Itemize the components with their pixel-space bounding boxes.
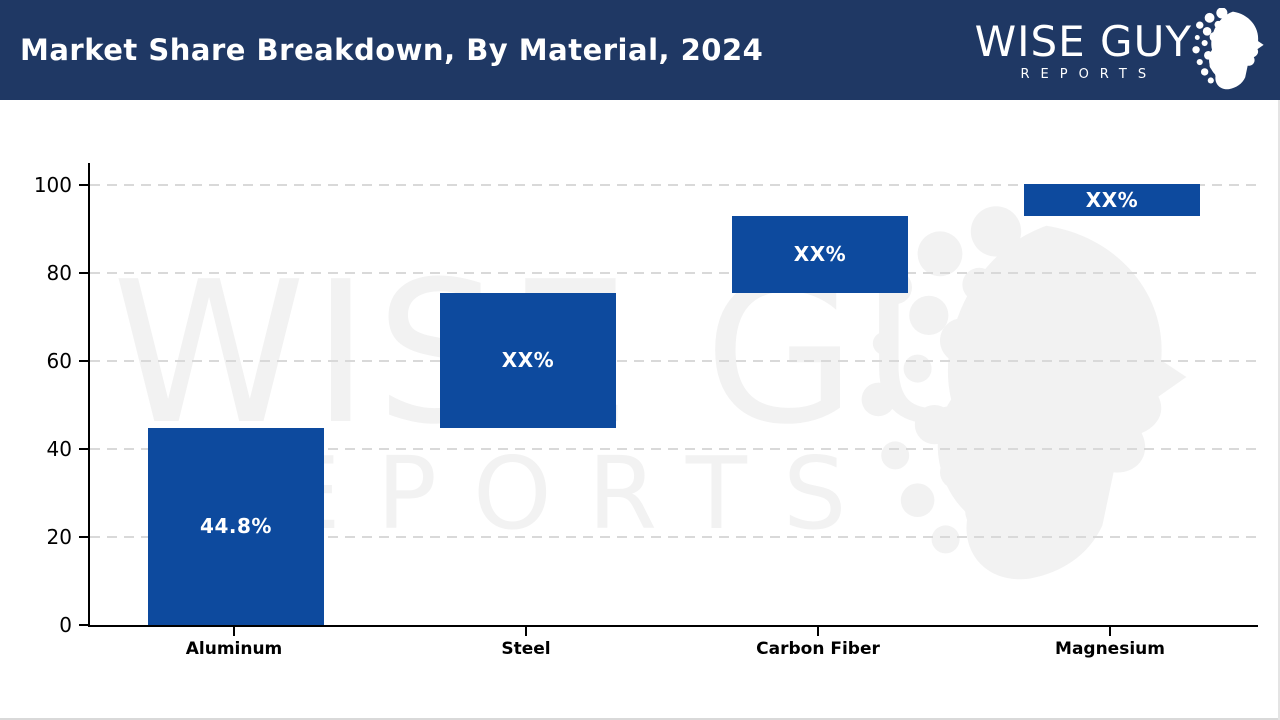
bar-aluminum: 44.8% — [148, 427, 324, 625]
y-tick-mark — [79, 536, 88, 538]
chart-canvas: WISE GUY REPORTS 44.8% XX% XX% XX% 0 20 40 60 8… — [0, 100, 1280, 720]
x-tick-label-carbon-fiber: Carbon Fiber — [756, 639, 880, 659]
y-tick-label: 100 — [33, 173, 72, 197]
gridline-60 — [90, 360, 1258, 362]
bar-value-label: XX% — [1085, 187, 1139, 212]
y-tick-label: 0 — [59, 613, 72, 637]
x-tick-mark — [1109, 627, 1111, 636]
y-tick-label: 60 — [46, 349, 72, 373]
y-tick-label: 40 — [46, 437, 72, 461]
header: Market Share Breakdown, By Material, 202… — [0, 0, 1280, 100]
bar-magnesium: XX% — [1024, 184, 1200, 216]
plot-area: 44.8% XX% XX% XX% — [88, 163, 1258, 627]
y-tick-mark — [79, 624, 88, 626]
x-tick-label-aluminum: Aluminum — [185, 639, 283, 659]
x-tick-label-steel: Steel — [501, 639, 551, 659]
bar-value-label: XX% — [793, 242, 847, 267]
x-tick-mark — [817, 627, 819, 636]
bar-value-label: 44.8% — [200, 514, 272, 539]
logo-name-text: WISE GUY — [974, 16, 1192, 66]
x-tick-mark — [525, 627, 527, 636]
page-bottom-border — [0, 718, 1280, 720]
chart-title: Market Share Breakdown, By Material, 202… — [20, 33, 764, 67]
gridline-20 — [90, 536, 1258, 538]
logo-sub-text: REPORTS — [1020, 67, 1158, 83]
gridline-40 — [90, 448, 1258, 450]
wise-guy-reports-logo: WISE GUY REPORTS — [975, 8, 1266, 94]
bar-carbon-fiber: XX% — [732, 215, 908, 293]
x-tick-mark — [233, 627, 235, 636]
y-tick-mark — [79, 272, 88, 274]
gridline-80 — [90, 272, 1258, 274]
y-tick-mark — [79, 360, 88, 362]
y-tick-mark — [79, 448, 88, 450]
y-tick-label: 20 — [46, 525, 72, 549]
bar-value-label: XX% — [501, 348, 555, 373]
page-right-border — [1278, 100, 1280, 720]
logo-text: WISE GUY REPORTS — [974, 16, 1192, 83]
x-tick-label-magnesium: Magnesium — [1055, 639, 1165, 659]
bar-steel: XX% — [440, 292, 616, 428]
logo-face-icon — [1192, 8, 1264, 90]
y-tick-mark — [79, 184, 88, 186]
gridline-100 — [90, 184, 1258, 186]
y-tick-label: 80 — [46, 261, 72, 285]
